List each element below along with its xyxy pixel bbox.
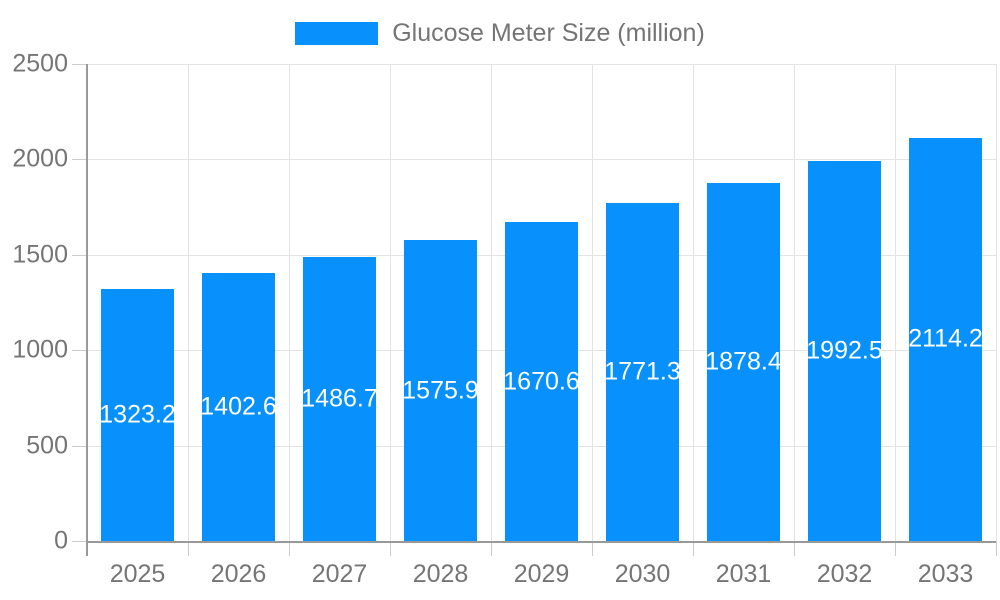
bar-2029[interactable] — [505, 222, 578, 541]
x-tick-label: 2029 — [513, 560, 570, 588]
x-tick-label: 2032 — [816, 560, 873, 588]
x-axis-tick — [693, 541, 694, 556]
x-tick-label: 2028 — [412, 560, 469, 588]
x-axis-tick — [996, 541, 997, 556]
x-axis-line — [87, 541, 996, 543]
x-tick-label: 2030 — [614, 560, 671, 588]
y-axis-tick — [72, 445, 87, 447]
x-axis-tick — [390, 541, 391, 556]
bar-value-label: 1771.3 — [604, 357, 681, 386]
y-axis-tick — [72, 64, 87, 65]
gridline-vertical — [592, 64, 593, 541]
bar-2030[interactable] — [606, 203, 679, 541]
y-tick-label: 2000 — [12, 144, 68, 173]
y-axis-tick — [72, 541, 87, 542]
x-axis-tick — [592, 541, 593, 556]
bar-value-label: 1878.4 — [705, 347, 782, 376]
bar-2031[interactable] — [707, 182, 780, 541]
gridline-vertical — [996, 64, 997, 541]
bar-2026[interactable] — [202, 273, 275, 541]
y-axis-tick — [72, 159, 87, 161]
y-axis-line — [86, 64, 88, 556]
legend-label: Glucose Meter Size (million) — [392, 19, 705, 47]
x-tick-label: 2026 — [210, 560, 267, 588]
y-tick-label: 0 — [54, 526, 68, 555]
gridline-vertical — [491, 64, 492, 541]
gridline-vertical — [289, 64, 290, 541]
x-axis-tick — [895, 541, 896, 556]
bar-value-label: 1992.5 — [806, 336, 883, 365]
gridline-horizontal — [87, 64, 996, 65]
x-tick-label: 2025 — [109, 560, 166, 588]
bar-2027[interactable] — [303, 257, 376, 541]
gridline-vertical — [794, 64, 795, 541]
y-axis-tick — [72, 254, 87, 256]
y-axis-tick — [72, 350, 87, 352]
bar-2033[interactable] — [909, 137, 982, 541]
x-axis-tick — [289, 541, 290, 556]
gridline-vertical — [693, 64, 694, 541]
y-tick-label: 1000 — [12, 335, 68, 364]
x-axis-tick — [794, 541, 795, 556]
x-tick-label: 2027 — [311, 560, 368, 588]
bar-value-label: 2114.2 — [908, 324, 983, 353]
bar-value-label: 1670.6 — [503, 367, 580, 396]
bar-2025[interactable] — [101, 288, 174, 541]
gridline-horizontal — [87, 159, 996, 161]
bar-value-label: 1323.2 — [99, 400, 176, 429]
x-axis-tick — [188, 541, 189, 556]
x-axis-tick — [491, 541, 492, 556]
bar-value-label: 1486.7 — [301, 384, 378, 413]
x-tick-label: 2031 — [715, 560, 772, 588]
y-tick-label: 500 — [26, 431, 68, 460]
gridline-vertical — [390, 64, 391, 541]
gridline-vertical — [188, 64, 189, 541]
gridline-vertical — [895, 64, 896, 541]
bar-value-label: 1402.6 — [200, 392, 277, 421]
legend-swatch — [295, 21, 379, 45]
legend[interactable]: Glucose Meter Size (million) — [0, 20, 1000, 46]
y-tick-label: 1500 — [12, 240, 68, 269]
y-tick-label: 2500 — [12, 49, 68, 78]
x-tick-label: 2033 — [917, 560, 974, 588]
bar-2028[interactable] — [404, 240, 477, 541]
bar-2032[interactable] — [808, 160, 881, 541]
bar-value-label: 1575.9 — [402, 376, 479, 405]
